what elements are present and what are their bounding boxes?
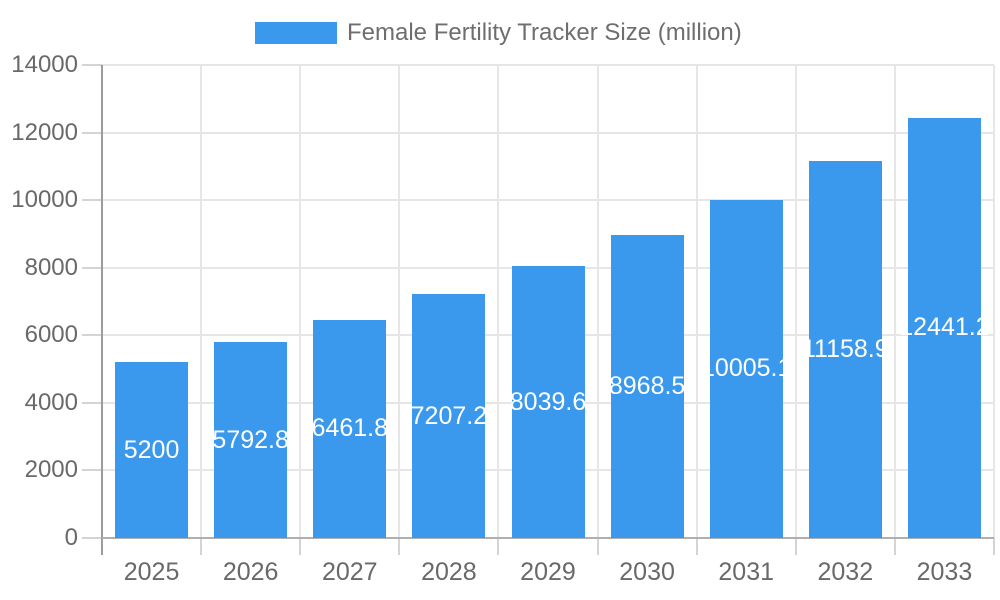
x-axis-label: 2026 [222,558,279,586]
x-tick [993,538,995,555]
x-axis-label: 2030 [619,558,675,586]
y-tick [82,199,102,202]
y-tick [82,334,102,337]
y-axis-label: 8000 [24,253,78,281]
v-gridline [993,65,995,538]
y-axis-label: 6000 [24,321,78,349]
v-gridline [200,65,203,538]
x-axis-label: 2028 [421,558,477,586]
x-axis-label: 2029 [520,558,576,586]
h-gridline [102,199,994,202]
y-axis-label: 4000 [24,388,78,416]
bar[interactable] [115,362,189,538]
y-axis-label: 0 [64,524,78,551]
y-tick [82,401,102,404]
y-tick [82,266,102,269]
legend-label: Female Fertility Tracker Size (million) [347,19,742,46]
y-tick [82,469,102,472]
y-axis-label: 2000 [24,456,78,484]
x-axis-label: 2033 [916,558,973,586]
x-tick [398,538,401,555]
y-axis-line [101,65,103,555]
bar[interactable] [709,199,783,538]
bar[interactable] [412,294,486,538]
v-gridline [596,65,599,538]
h-gridline [102,64,994,66]
bar[interactable] [907,117,981,538]
y-tick [82,64,102,66]
v-gridline [398,65,401,538]
x-axis-label: 2027 [321,558,378,586]
bar[interactable] [610,234,684,538]
v-gridline [794,65,797,538]
h-gridline [102,131,994,134]
v-gridline [299,65,302,538]
bar[interactable] [214,342,288,538]
bar[interactable] [808,160,882,538]
x-tick [299,538,302,555]
x-tick [794,538,797,555]
x-axis-label: 2031 [718,558,775,586]
x-axis-line [102,537,994,539]
x-tick [893,538,896,555]
x-tick [200,538,203,555]
y-axis-label: 12000 [11,118,78,146]
v-gridline [695,65,698,538]
x-tick [596,538,599,555]
y-tick [82,131,102,134]
x-tick [695,538,698,555]
v-gridline [893,65,896,538]
legend-swatch-icon [255,22,337,44]
x-axis-label: 2032 [817,558,874,586]
y-axis-label: 10000 [11,186,78,214]
x-axis-label: 2025 [123,558,180,586]
legend-item[interactable]: Female Fertility Tracker Size (million) [255,21,742,45]
y-axis-label: 14000 [11,51,78,78]
bar[interactable] [511,266,585,538]
x-tick [497,538,500,555]
y-tick [82,537,102,539]
v-gridline [497,65,500,538]
bar[interactable] [313,319,387,538]
